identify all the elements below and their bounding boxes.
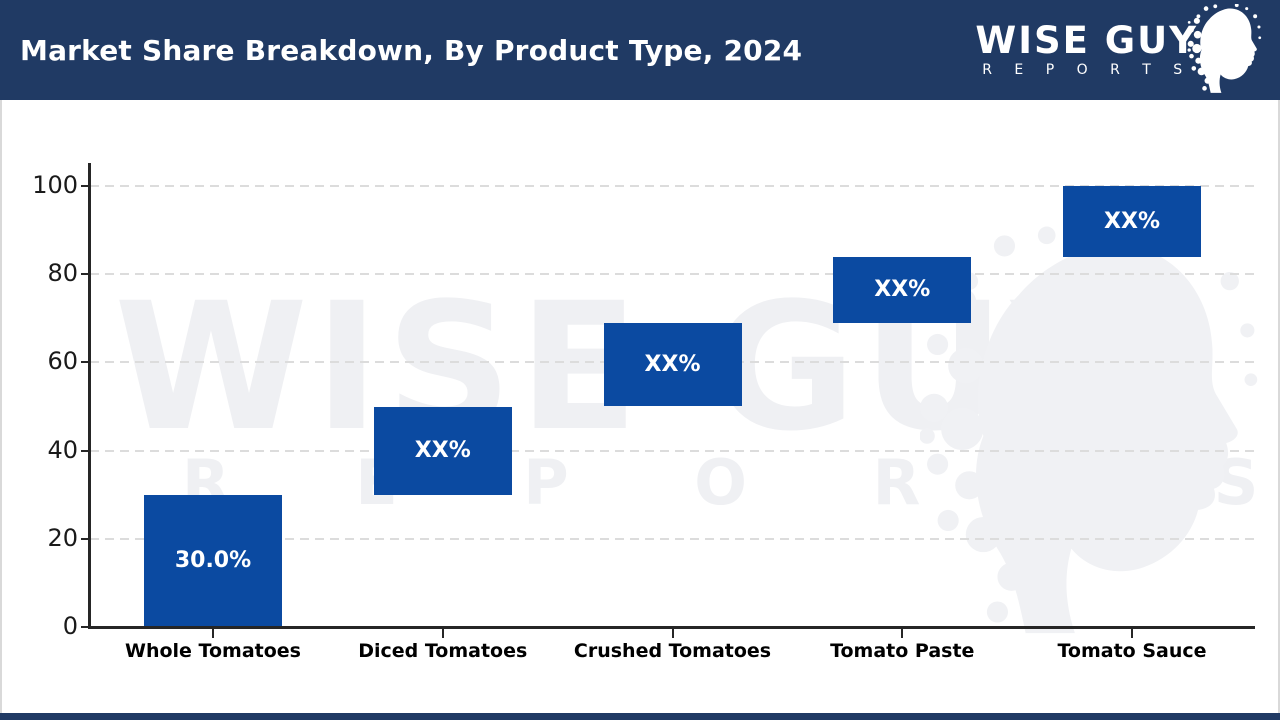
x-tick-label-2: Crushed Tomatoes [573, 640, 772, 662]
bar-tomato-sauce: XX% [1063, 186, 1201, 257]
brand-logo: WISE GUY R E P O R T S [975, 0, 1266, 100]
x-tick-0 [212, 629, 214, 638]
y-tick-label-0: 0 [62, 612, 78, 640]
bar-diced-tomatoes: XX% [373, 406, 512, 495]
bar-value-label: XX% [414, 438, 471, 464]
y-tick-100 [81, 185, 90, 187]
x-axis-line [88, 626, 1255, 629]
bar-value-label: XX% [874, 277, 931, 303]
chart-area: WISE GUY R E P O R T S 0 20 40 60 80 100 30.0%… [0, 100, 1280, 713]
x-tick-label-0: Whole Tomatoes [125, 640, 301, 662]
y-tick-label-60: 60 [47, 347, 78, 376]
x-tick-3 [901, 629, 904, 638]
y-tick-label-20: 20 [47, 523, 78, 552]
bar-whole-tomatoes: 30.0% [144, 494, 282, 627]
gridline-20 [90, 537, 1255, 540]
x-tick-label-3: Tomato Paste [830, 640, 975, 662]
bar-value-label: XX% [644, 352, 701, 378]
gridline-40 [90, 449, 1255, 452]
page-title: Market Share Breakdown, By Product Type,… [20, 33, 803, 67]
y-tick-60 [81, 361, 90, 364]
brand-head-icon [1187, 4, 1262, 93]
bar-value-label: XX% [1104, 208, 1160, 234]
y-axis-line [88, 163, 91, 629]
x-tick-4 [1131, 629, 1133, 638]
bar-crushed-tomatoes: XX% [603, 322, 742, 407]
header: Market Share Breakdown, By Product Type,… [0, 0, 1280, 100]
bar-value-label: 30.0% [174, 548, 252, 574]
footer-bar [0, 713, 1280, 720]
y-tick-label-100: 100 [32, 171, 78, 199]
gridline-80 [90, 273, 1255, 276]
x-tick-label-4: Tomato Sauce [1057, 640, 1207, 662]
y-tick-0 [81, 626, 90, 628]
watermark-head-icon [920, 221, 1258, 634]
y-tick-label-80: 80 [47, 259, 78, 288]
x-tick-1 [441, 629, 444, 638]
bar-tomato-paste: XX% [833, 256, 972, 323]
x-tick-label-1: Diced Tomatoes [358, 640, 528, 662]
y-tick-label-40: 40 [47, 435, 78, 464]
y-tick-80 [81, 273, 90, 276]
brand-subtitle: R E P O R T S [982, 62, 1192, 79]
y-tick-20 [81, 537, 90, 540]
x-tick-2 [671, 629, 674, 638]
y-tick-40 [81, 449, 90, 452]
brand-name: WISE GUY [975, 18, 1198, 62]
gridline-100 [90, 185, 1255, 187]
